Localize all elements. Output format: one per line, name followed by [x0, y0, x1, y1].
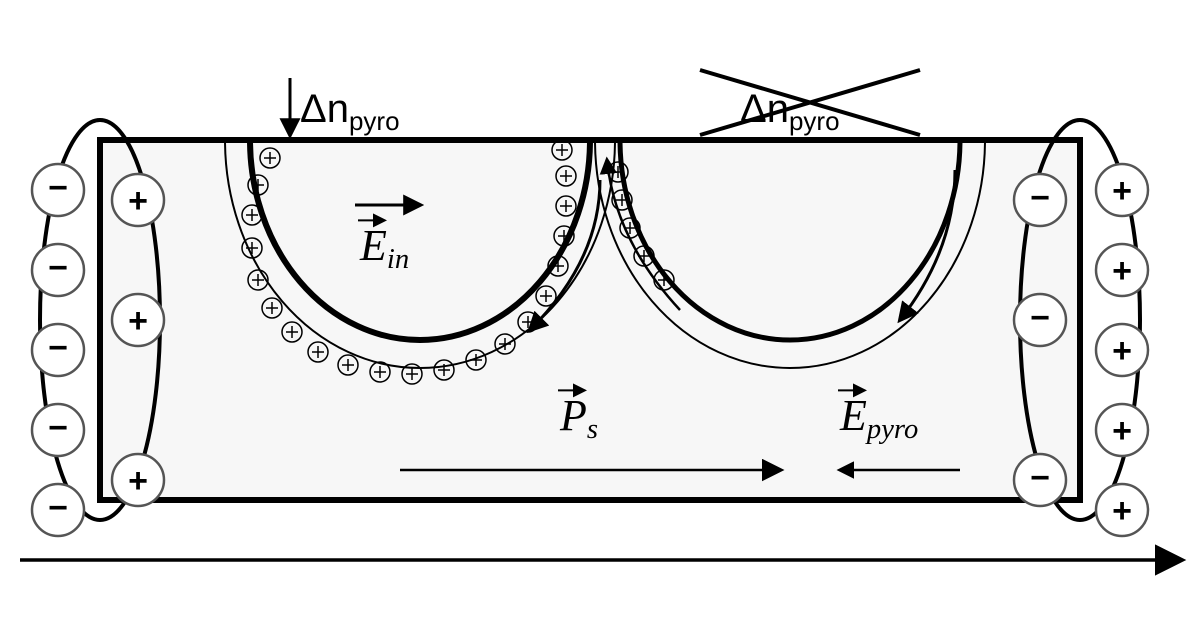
svg-text:+: +	[1112, 252, 1132, 290]
svg-text:+: +	[1112, 492, 1132, 530]
pos-charge: +	[1096, 404, 1148, 456]
neg-charge: −	[1014, 294, 1066, 346]
neg-charge: −	[32, 404, 84, 456]
pos-charge: +	[1096, 484, 1148, 536]
svg-text:Δnpyro: Δnpyro	[740, 87, 840, 136]
pos-charge: +	[112, 174, 164, 226]
svg-text:+: +	[1112, 412, 1132, 450]
pos-charge: +	[112, 454, 164, 506]
neg-charge: −	[1014, 454, 1066, 506]
svg-text:+: +	[1112, 172, 1132, 210]
neg-charge: −	[32, 324, 84, 376]
svg-text:+: +	[128, 182, 148, 220]
crystal-body	[100, 140, 1080, 500]
pos-charge: +	[1096, 244, 1148, 296]
svg-text:−: −	[1030, 179, 1050, 217]
pos-charge: +	[1096, 324, 1148, 376]
svg-text:−: −	[1030, 459, 1050, 497]
svg-text:−: −	[48, 409, 68, 447]
svg-text:−: −	[48, 169, 68, 207]
svg-text:−: −	[48, 329, 68, 367]
svg-text:+: +	[128, 462, 148, 500]
svg-text:+: +	[128, 302, 148, 340]
label-dnpyro-crossed: Δnpyro	[700, 70, 920, 136]
pos-charge: +	[1096, 164, 1148, 216]
neg-charge: −	[32, 484, 84, 536]
svg-text:−: −	[1030, 299, 1050, 337]
neg-charge: −	[1014, 174, 1066, 226]
svg-text:+: +	[1112, 332, 1132, 370]
label-dnpyro: Δnpyro	[300, 87, 400, 136]
neg-charge: −	[32, 244, 84, 296]
pos-charge: +	[112, 294, 164, 346]
neg-charge: −	[32, 164, 84, 216]
svg-text:−: −	[48, 489, 68, 527]
svg-text:−: −	[48, 249, 68, 287]
